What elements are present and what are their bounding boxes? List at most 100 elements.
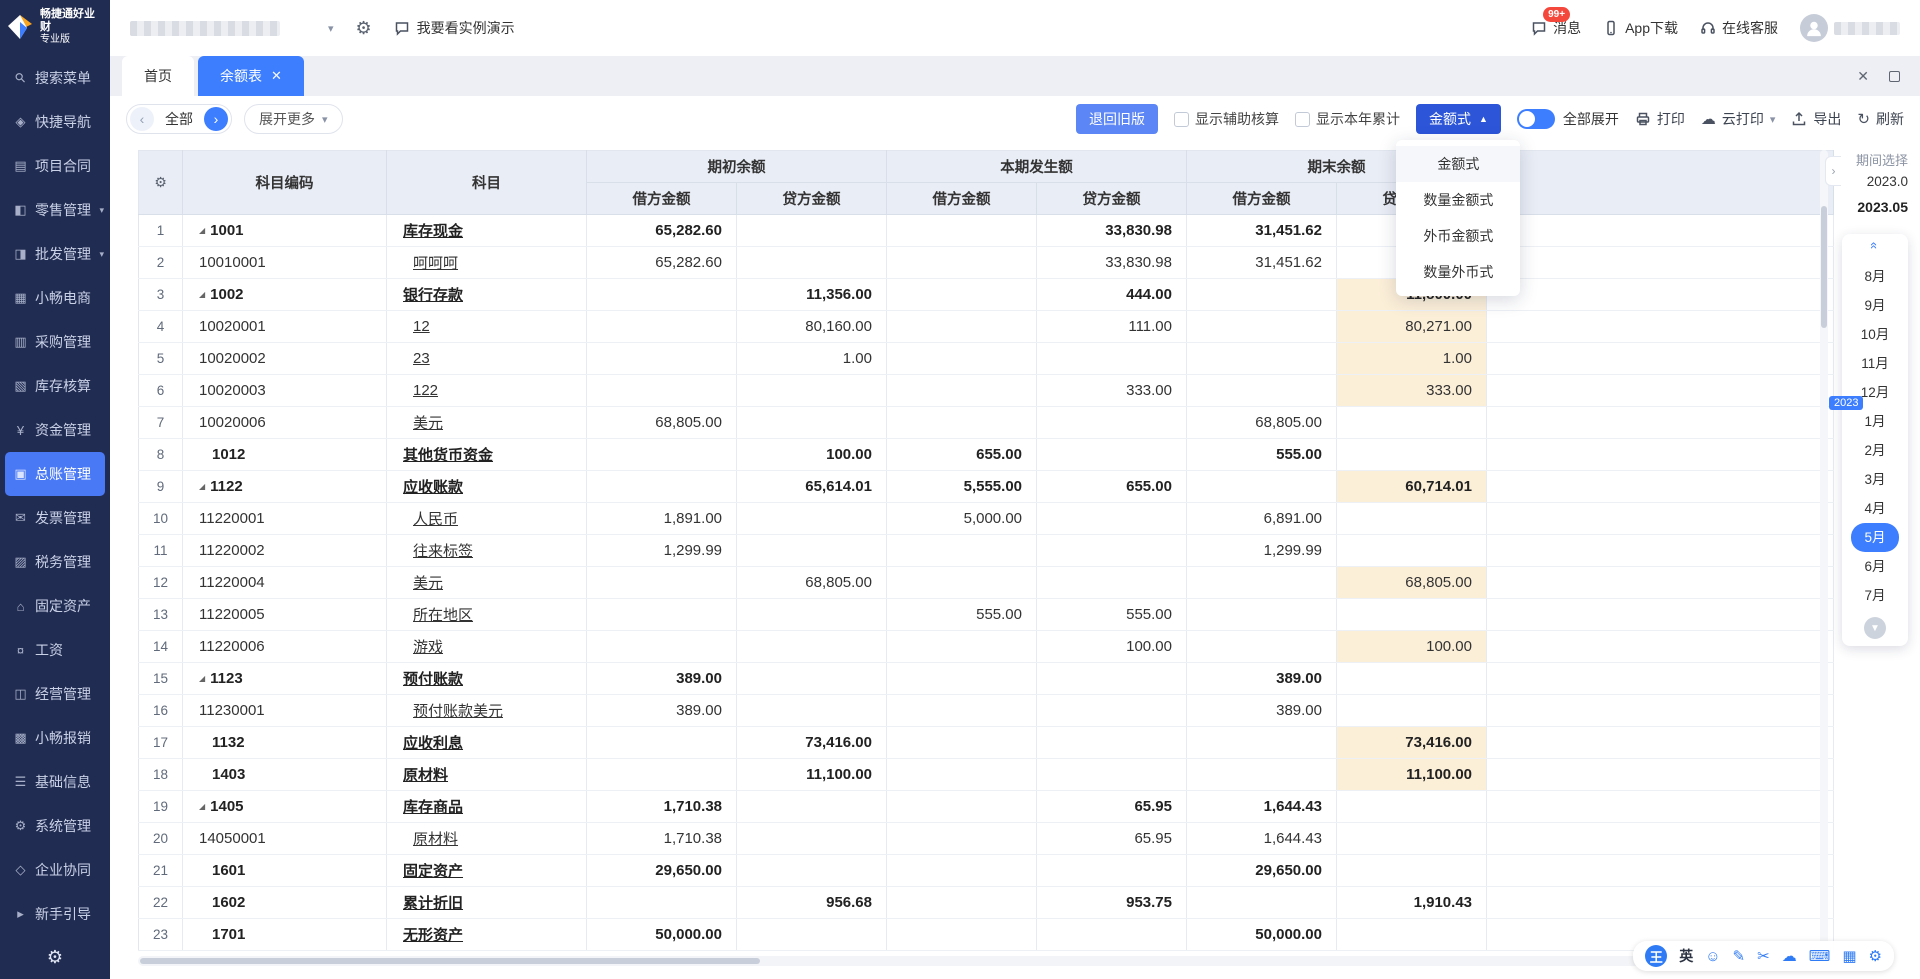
account-link[interactable]: 应收账款 [403, 479, 464, 496]
emoji-icon[interactable]: ☺ [1705, 947, 1721, 965]
table-row[interactable]: 18 1403 原材料 11,100.00 11,100.00 [138, 758, 1834, 791]
sidebar-item-wholesale[interactable]: ◨ 批发管理 ▾ [0, 232, 110, 276]
table-row[interactable]: 10 11220001 人民币 1,891.00 5,000.00 6,891.00 [138, 502, 1834, 535]
toggle-switch[interactable] [1516, 109, 1555, 129]
account-link[interactable]: 122 [413, 382, 439, 399]
sidebar-item-system[interactable]: ⚙ 系统管理 [0, 804, 110, 848]
table-row[interactable]: 8 1012 其他货币资金 100.00 655.00 555.00 [138, 438, 1834, 471]
expand-more-button[interactable]: 展开更多 ▾ [244, 104, 343, 134]
account-link[interactable]: 其他货币资金 [403, 447, 494, 464]
account-link[interactable]: 库存商品 [403, 799, 464, 816]
sidebar-item-search-menu[interactable]: ⚲ 搜索菜单 [0, 56, 110, 100]
ime-logo-icon[interactable]: 王 [1645, 945, 1668, 967]
online-support-button[interactable]: 在线客服 [1700, 18, 1778, 38]
account-link[interactable]: 应收利息 [403, 735, 464, 752]
table-row[interactable]: 12 11220004 美元 68,805.00 68,805.00 [138, 566, 1834, 599]
table-row[interactable]: 13 11220005 所在地区 555.00 555.00 [138, 598, 1834, 631]
export-button[interactable]: 导出 [1791, 109, 1841, 129]
table-row[interactable]: 9 ◢ 1122 应收账款 65,614.01 5,555.00 655.00 60,714.… [138, 470, 1834, 503]
month-option[interactable]: 4月 [1864, 501, 1886, 516]
month-option[interactable]: 9月 [1864, 298, 1886, 313]
table-row[interactable]: 21 1601 固定资产 29,650.00 29,650.00 [138, 854, 1834, 887]
refresh-button[interactable]: ↻ 刷新 [1857, 110, 1904, 128]
account-link[interactable]: 无形资产 [403, 927, 464, 944]
account-link[interactable]: 美元 [413, 415, 444, 432]
sidebar-item-purchase[interactable]: ▥ 采购管理 [0, 320, 110, 364]
table-row[interactable]: 7 10020006 美元 68,805.00 68,805.00 [138, 406, 1834, 439]
format-option[interactable]: 金额式 [1396, 146, 1521, 182]
month-option[interactable]: 6月 [1864, 559, 1886, 574]
month-option[interactable]: 8月 [1864, 269, 1886, 284]
collapse-panel-handle[interactable]: › [1825, 156, 1841, 186]
prev-arrow-icon[interactable]: ‹ [130, 107, 154, 131]
month-option[interactable]: 1月 [1864, 414, 1886, 429]
sidebar-item-tax[interactable]: ▨ 税务管理 [0, 540, 110, 584]
table-row[interactable]: 19 ◢ 1405 库存商品 1,710.38 65.95 1,644.43 [138, 790, 1834, 823]
app-download-button[interactable]: App下载 [1603, 18, 1678, 38]
month-option[interactable]: 3月 [1864, 472, 1886, 487]
ime-language-icon[interactable]: 英 [1679, 948, 1694, 964]
account-link[interactable]: 固定资产 [403, 863, 464, 880]
demo-link[interactable]: 我要看实例演示 [394, 18, 515, 38]
scrollbar-thumb[interactable] [1821, 206, 1827, 328]
sidebar-item-basic-info[interactable]: ☰ 基础信息 [0, 760, 110, 804]
account-link[interactable]: 银行存款 [403, 287, 464, 304]
scroll-up-icon[interactable]: « [1867, 241, 1883, 250]
table-row[interactable]: 11 11220002 往来标签 1,299.99 1,299.99 [138, 534, 1834, 567]
show-aux-checkbox[interactable]: 显示辅助核算 [1173, 109, 1279, 129]
back-to-old-button[interactable]: 退回旧版 [1075, 104, 1158, 134]
next-arrow-icon[interactable]: › [204, 107, 228, 131]
table-row[interactable]: 14 11220006 游戏 100.00 100.00 [138, 630, 1834, 663]
format-option[interactable]: 外币金额式 [1423, 228, 1494, 244]
table-row[interactable]: 5 10020002 23 1.00 1.00 [138, 342, 1834, 375]
cloud-print-button[interactable]: ☁ 云打印 ▾ [1700, 110, 1776, 128]
account-link[interactable]: 累计折旧 [403, 895, 464, 912]
sidebar-settings[interactable]: ⚙ [0, 936, 110, 979]
scissors-icon[interactable]: ✂ [1757, 947, 1770, 965]
vertical-scrollbar[interactable] [1820, 150, 1828, 950]
table-row[interactable]: 15 ◢ 1123 预付账款 389.00 389.00 [138, 662, 1834, 695]
format-option[interactable]: 数量金额式 [1423, 192, 1494, 208]
collapse-triangle-icon[interactable]: ◢ [199, 226, 206, 235]
sidebar-item-fixed-assets[interactable]: ⌂ 固定资产 [0, 584, 110, 628]
user-menu[interactable] [1800, 14, 1900, 42]
sidebar-item-general-ledger[interactable]: ▣ 总账管理 [5, 452, 105, 497]
sidebar-item-retail[interactable]: ◧ 零售管理 ▾ [0, 188, 110, 232]
month-option[interactable]: 12月 [1860, 385, 1890, 400]
fullscreen-icon[interactable] [1889, 70, 1900, 82]
cloud-icon[interactable]: ☁ [1781, 947, 1797, 965]
sidebar-item-funds[interactable]: ¥ 资金管理 [0, 408, 110, 452]
table-row[interactable]: 4 10020001 12 80,160.00 111.00 80,271.00 [138, 310, 1834, 343]
month-option[interactable]: 11月 [1861, 356, 1889, 371]
table-row[interactable]: 6 10020003 122 333.00 333.00 [138, 374, 1834, 407]
keyboard-icon[interactable]: ⌨ [1808, 947, 1831, 965]
gear-icon[interactable]: ⚙ [355, 18, 372, 38]
sidebar-item-invoice[interactable]: ✉ 发票管理 [0, 496, 110, 540]
expand-all-toggle[interactable]: 全部展开 [1516, 109, 1619, 129]
account-link[interactable]: 美元 [413, 575, 444, 592]
close-all-tabs-icon[interactable]: ✕ [1857, 67, 1869, 84]
print-button[interactable]: 打印 [1635, 109, 1685, 129]
month-option[interactable]: 2月 [1864, 443, 1886, 458]
collapse-triangle-icon[interactable]: ◢ [199, 290, 206, 299]
messages-button[interactable]: 99+ 消息 [1531, 7, 1581, 38]
close-icon[interactable]: ✕ [271, 68, 282, 83]
month-option[interactable]: 10月 [1860, 327, 1890, 342]
sidebar-item-quick-nav[interactable]: ◈ 快捷导航 [0, 100, 110, 144]
month-option[interactable]: 7月 [1864, 588, 1886, 603]
month-option[interactable]: 5月 [1851, 523, 1899, 552]
account-link[interactable]: 23 [413, 350, 430, 367]
sidebar-item-guide[interactable]: ▸ 新手引导 [0, 892, 110, 936]
sidebar-item-operations[interactable]: ◫ 经营管理 [0, 672, 110, 716]
table-row[interactable]: 17 1132 应收利息 73,416.00 73,416.00 [138, 726, 1834, 759]
tab-home[interactable]: 首页 [122, 56, 194, 96]
account-link[interactable]: 呵呵呵 [413, 255, 459, 272]
account-link[interactable]: 原材料 [413, 831, 459, 848]
skin-grid-icon[interactable]: ▦ [1842, 947, 1857, 965]
handwriting-pen-icon[interactable]: ✎ [1732, 947, 1746, 965]
collapse-triangle-icon[interactable]: ◢ [199, 674, 206, 683]
column-settings[interactable]: ⚙ [138, 150, 183, 215]
horizontal-scrollbar[interactable] [138, 956, 1833, 966]
collapse-triangle-icon[interactable]: ◢ [199, 802, 206, 811]
